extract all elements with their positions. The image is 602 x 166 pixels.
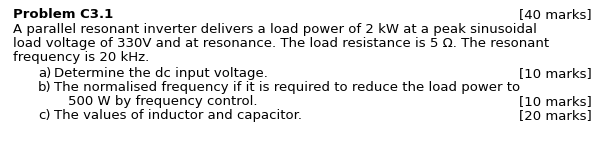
Text: The values of inductor and capacitor.: The values of inductor and capacitor. bbox=[54, 109, 302, 122]
Text: The normalised frequency if it is required to reduce the load power to: The normalised frequency if it is requir… bbox=[54, 81, 520, 94]
Text: [20 marks]: [20 marks] bbox=[520, 109, 592, 122]
Text: [10 marks]: [10 marks] bbox=[520, 95, 592, 108]
Text: Determine the dc input voltage.: Determine the dc input voltage. bbox=[54, 67, 268, 80]
Text: [40 marks]: [40 marks] bbox=[520, 8, 592, 21]
Text: frequency is 20 kHz.: frequency is 20 kHz. bbox=[13, 51, 149, 64]
Text: Problem C3.1: Problem C3.1 bbox=[13, 8, 113, 21]
Text: a): a) bbox=[38, 67, 51, 80]
Text: [10 marks]: [10 marks] bbox=[520, 67, 592, 80]
Text: c): c) bbox=[38, 109, 51, 122]
Text: A parallel resonant inverter delivers a load power of 2 kW at a peak sinusoidal: A parallel resonant inverter delivers a … bbox=[13, 23, 537, 36]
Text: 500 W by frequency control.: 500 W by frequency control. bbox=[68, 95, 258, 108]
Text: b): b) bbox=[38, 81, 52, 94]
Text: load voltage of 330V and at resonance. The load resistance is 5 Ω. The resonant: load voltage of 330V and at resonance. T… bbox=[13, 37, 549, 50]
